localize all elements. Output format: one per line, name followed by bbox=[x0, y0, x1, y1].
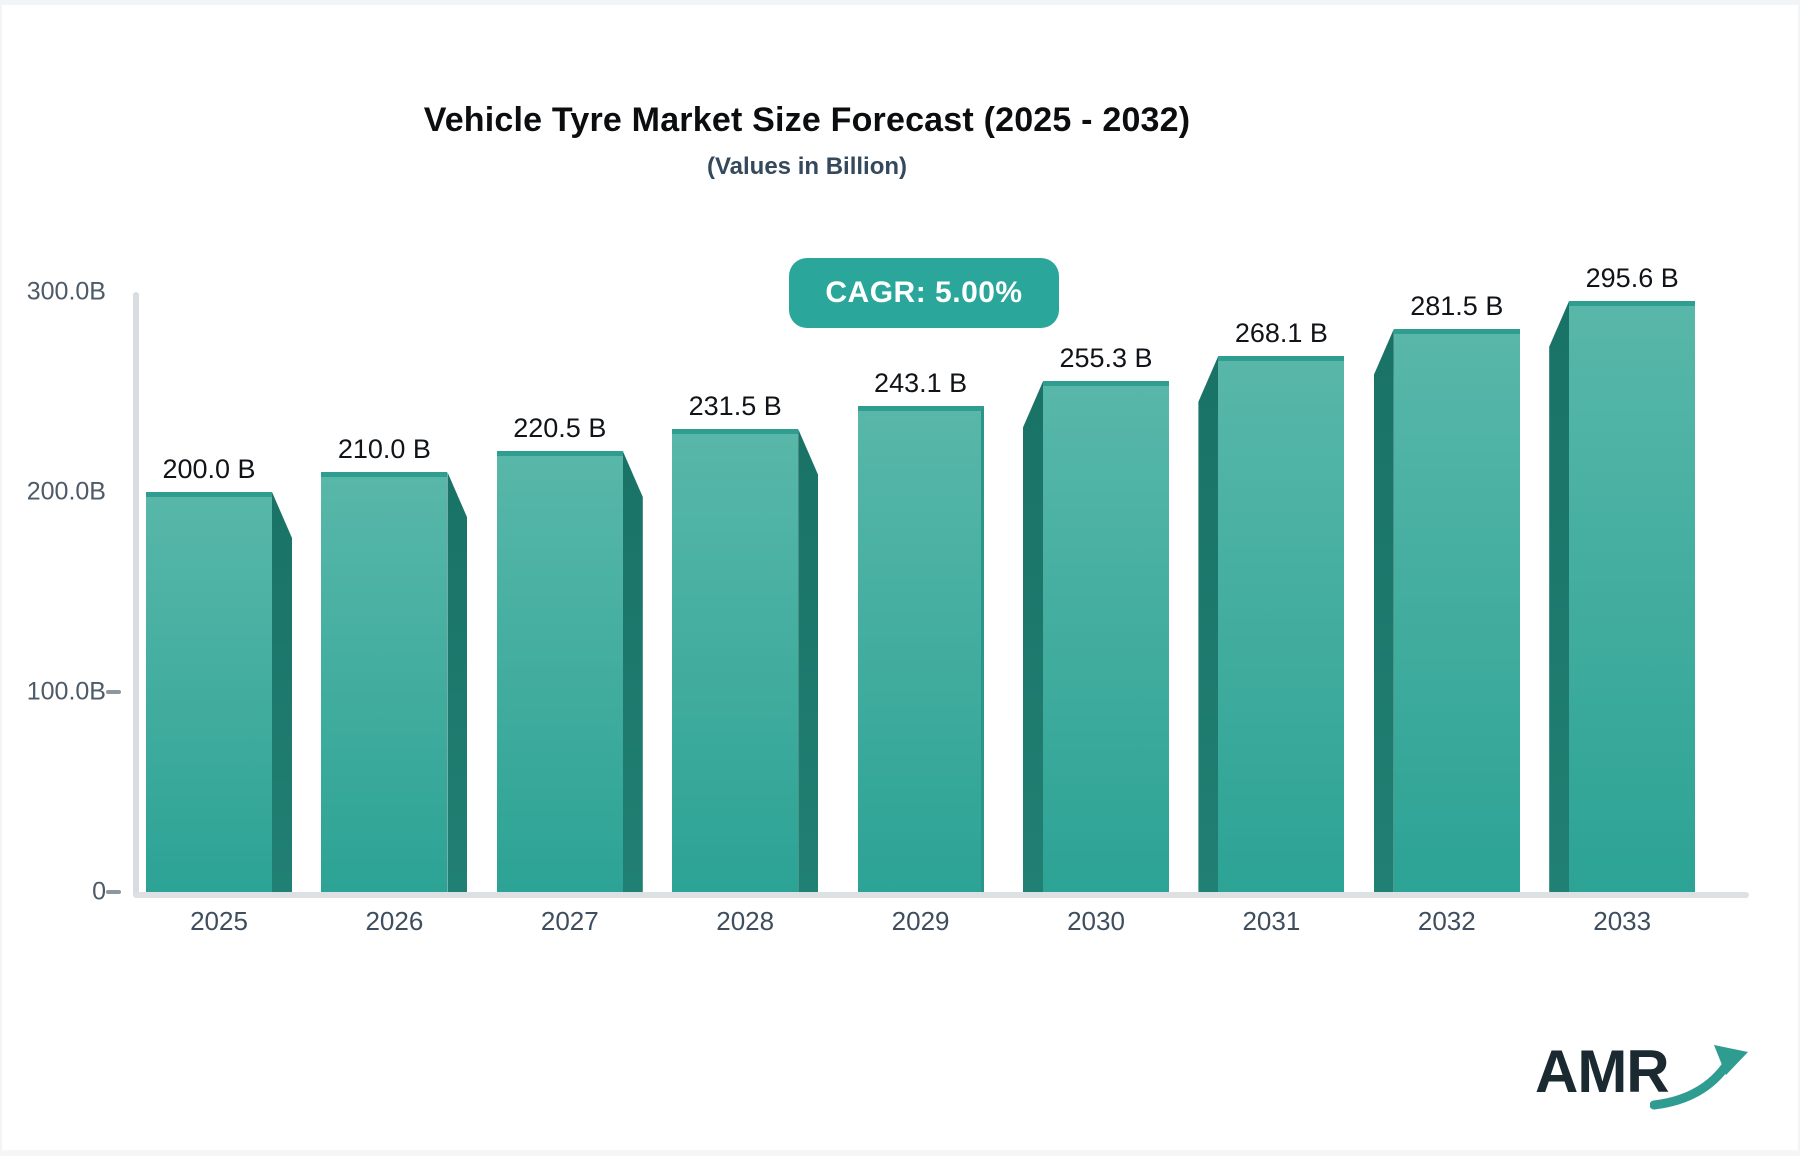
bar-value-label-2028: 231.5 B bbox=[688, 391, 782, 421]
bar-value-label-2029: 243.1 B bbox=[874, 367, 968, 398]
x-axis-label-2029: 2029 bbox=[891, 906, 950, 936]
chart-subtitle: (Values in Billion) bbox=[706, 153, 908, 180]
bar-2027 bbox=[496, 451, 623, 892]
y-tick-dash bbox=[106, 690, 121, 694]
bar-side-2026 bbox=[447, 472, 468, 892]
bar-side-2033 bbox=[1549, 300, 1570, 892]
bar-2028 bbox=[672, 429, 799, 892]
bar-2029 bbox=[857, 405, 984, 892]
chart-title: Vehicle Tyre Market Size Forecast (2025 … bbox=[423, 101, 1191, 139]
y-tick-label: 0 bbox=[92, 877, 106, 906]
y-tick-label: 300.0B bbox=[26, 277, 106, 306]
y-tick-dash bbox=[106, 890, 121, 894]
bar-2030 bbox=[1043, 381, 1169, 892]
amr-logo: AMR bbox=[1535, 1037, 1748, 1117]
bar-side-2032 bbox=[1373, 329, 1394, 892]
x-axis-label-2031: 2031 bbox=[1242, 906, 1301, 936]
bar-side-2028 bbox=[798, 429, 819, 892]
bar-value-label-2025: 200.0 B bbox=[162, 454, 256, 484]
bar-2026 bbox=[321, 472, 448, 892]
bar-value-label-2027: 220.5 B bbox=[513, 413, 607, 443]
cagr-badge-label: CAGR: 5.00% bbox=[825, 276, 1023, 309]
bar-2033 bbox=[1569, 300, 1696, 892]
bar-value-label-2033: 295.6 B bbox=[1585, 262, 1679, 293]
cagr-badge: CAGR: 5.00% bbox=[789, 258, 1059, 328]
x-axis-label-2027: 2027 bbox=[540, 906, 599, 936]
bar-side-2030 bbox=[1023, 381, 1043, 892]
x-axis-label-2033: 2033 bbox=[1593, 906, 1652, 936]
x-axis-line bbox=[133, 892, 1749, 898]
y-tick-label: 100.0B bbox=[26, 677, 106, 706]
bar-side-2027 bbox=[622, 451, 643, 892]
y-axis-line bbox=[133, 292, 139, 898]
bar-2031 bbox=[1218, 355, 1345, 892]
bar-2032 bbox=[1393, 329, 1520, 892]
y-tick-label: 200.0B bbox=[26, 477, 106, 506]
growth-arrow-icon bbox=[1649, 1039, 1754, 1118]
bar-value-label-2032: 281.5 B bbox=[1410, 291, 1504, 321]
x-axis-label-2028: 2028 bbox=[716, 906, 775, 936]
bar-side-2031 bbox=[1198, 355, 1219, 892]
x-axis-label-2032: 2032 bbox=[1417, 906, 1476, 936]
bar-value-label-2031: 268.1 B bbox=[1234, 317, 1328, 348]
x-axis-label-2030: 2030 bbox=[1067, 906, 1125, 936]
bar-2025 bbox=[146, 492, 272, 892]
x-axis-label-2025: 2025 bbox=[190, 906, 248, 936]
bar-value-label-2026: 210.0 B bbox=[337, 434, 431, 464]
bar-side-2025 bbox=[272, 492, 292, 892]
amr-logo-text: AMR bbox=[1535, 1038, 1670, 1105]
x-axis-label-2026: 2026 bbox=[365, 906, 424, 936]
bar-value-label-2030: 255.3 B bbox=[1059, 343, 1153, 374]
